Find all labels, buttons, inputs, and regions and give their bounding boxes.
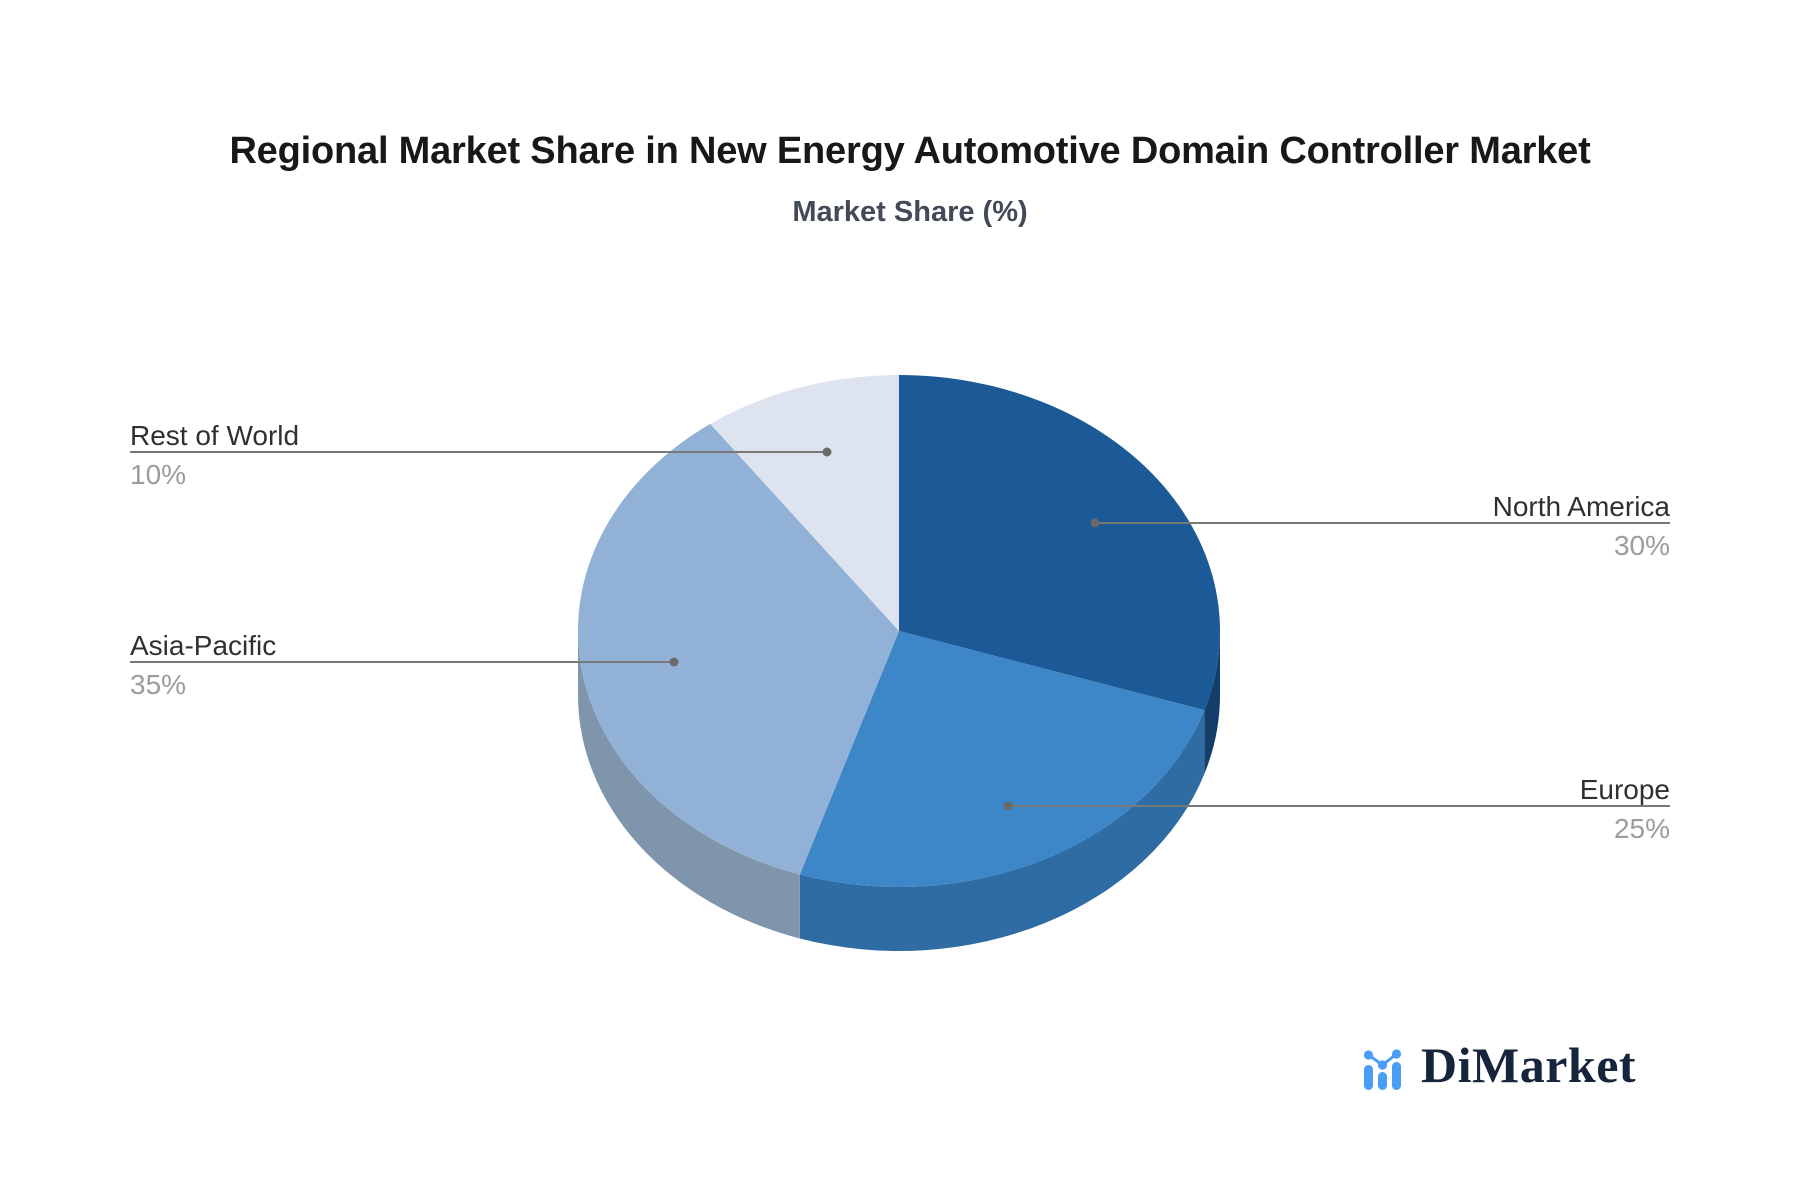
slice-label-name: Rest of World xyxy=(130,420,300,451)
pie-slice-side-north-america xyxy=(1204,631,1220,775)
chart-title: Regional Market Share in New Energy Auto… xyxy=(229,130,1591,172)
slice-label-value: 30% xyxy=(1613,530,1670,561)
bar-chart-logo-icon xyxy=(1363,1049,1402,1090)
slice-label-name: Europe xyxy=(1579,774,1670,805)
slice-label-asia-pacific: Asia-Pacific 35% xyxy=(130,629,550,701)
leader-dot-rest-of-world xyxy=(822,447,832,457)
slice-label-north-america: North America 30% xyxy=(1250,490,1670,562)
slice-label-europe: Europe 25% xyxy=(1250,773,1670,845)
pie-slice-side-asia-pacific xyxy=(578,631,800,939)
slice-label-name: North America xyxy=(1492,491,1670,522)
pie-slice-asia-pacific xyxy=(578,423,899,875)
leader-dot-north-america xyxy=(1090,518,1100,528)
slice-label-value: 25% xyxy=(1613,813,1670,844)
pie-slice-side-europe xyxy=(799,710,1205,951)
chart-subtitle: Market Share (%) xyxy=(792,196,1028,228)
slice-label-value: 10% xyxy=(130,459,187,490)
pie-slice-europe xyxy=(799,631,1205,887)
slice-label-rest-of-world: Rest of World 10% xyxy=(130,419,550,491)
slice-label-name: Asia-Pacific xyxy=(130,630,277,661)
slice-label-value: 35% xyxy=(130,669,187,700)
leader-dot-europe xyxy=(1003,801,1013,811)
pie-slice-rest-of-world xyxy=(710,375,899,631)
logo-text: DiMarket xyxy=(1421,1037,1637,1093)
pie-slice-north-america xyxy=(899,375,1221,711)
leader-dot-asia-pacific xyxy=(669,657,679,667)
dimarket-logo: DiMarket xyxy=(1362,1040,1636,1090)
